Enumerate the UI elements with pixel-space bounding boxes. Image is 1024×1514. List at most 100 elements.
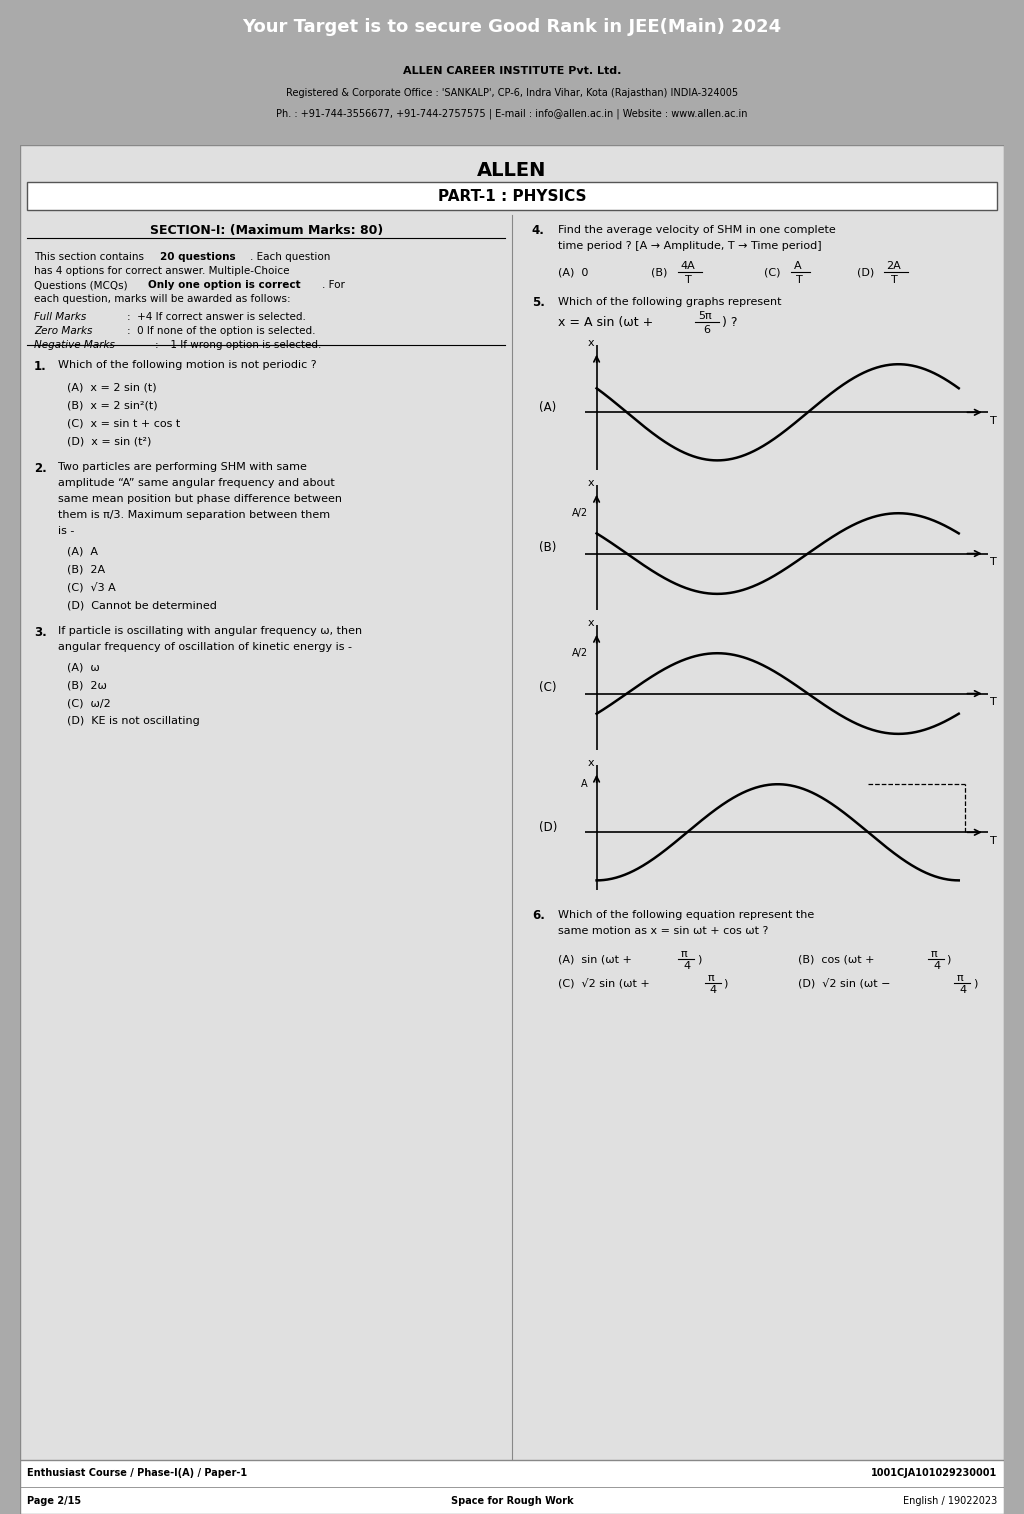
Text: (A): (A) [539, 401, 556, 413]
Text: (C): (C) [764, 266, 781, 277]
Text: (D)  KE is not oscillating: (D) KE is not oscillating [67, 716, 200, 727]
Text: 3.: 3. [34, 625, 46, 639]
Text: T: T [990, 416, 997, 425]
Text: 4: 4 [710, 986, 717, 995]
Text: 5.: 5. [531, 295, 545, 309]
Text: (D)  Cannot be determined: (D) Cannot be determined [67, 600, 217, 610]
Text: :  +4 If correct answer is selected.: : +4 If correct answer is selected. [127, 312, 305, 322]
Text: Ph. : +91-744-3556677, +91-744-2757575 | E-mail : info@allen.ac.in | Website : w: Ph. : +91-744-3556677, +91-744-2757575 |… [276, 107, 748, 118]
Text: (B)  2A: (B) 2A [67, 565, 105, 574]
Text: 5π: 5π [698, 310, 712, 321]
Text: 1001CJA101029230001: 1001CJA101029230001 [870, 1469, 997, 1479]
Text: angular frequency of oscillation of kinetic energy is -: angular frequency of oscillation of kine… [57, 642, 351, 653]
Text: ): ) [696, 954, 701, 964]
Text: T: T [990, 836, 997, 846]
Text: :  –1 If wrong option is selected.: : –1 If wrong option is selected. [155, 341, 322, 350]
Text: Registered & Corporate Office : 'SANKALP', CP-6, Indra Vihar, Kota (Rajasthan) I: Registered & Corporate Office : 'SANKALP… [286, 88, 738, 97]
Text: A: A [582, 780, 588, 789]
Text: π: π [931, 949, 937, 958]
Text: (C)  √3 A: (C) √3 A [67, 581, 116, 592]
Text: is -: is - [57, 525, 74, 536]
Text: same motion as x = sin ωt + cos ωt ?: same motion as x = sin ωt + cos ωt ? [558, 927, 769, 936]
FancyBboxPatch shape [27, 182, 997, 210]
Text: Two particles are performing SHM with same: Two particles are performing SHM with sa… [57, 462, 306, 472]
Text: T: T [797, 276, 803, 285]
Text: Full Marks: Full Marks [34, 312, 86, 322]
Text: 1.: 1. [34, 360, 46, 372]
Text: 4: 4 [933, 961, 940, 970]
Text: Enthusiast Course / Phase-I(A) / Paper-1: Enthusiast Course / Phase-I(A) / Paper-1 [27, 1469, 247, 1479]
Text: Zero Marks: Zero Marks [34, 326, 92, 336]
Text: x = A sin (ωt +: x = A sin (ωt + [558, 315, 653, 329]
Text: ): ) [723, 978, 728, 989]
Text: Which of the following equation represent the: Which of the following equation represen… [558, 910, 815, 921]
Text: (A)  A: (A) A [67, 547, 98, 556]
Text: Negative Marks: Negative Marks [34, 341, 115, 350]
Text: π: π [957, 974, 964, 983]
Text: (D): (D) [857, 266, 874, 277]
Text: same mean position but phase difference between: same mean position but phase difference … [57, 494, 342, 504]
Text: (B): (B) [539, 540, 556, 554]
Text: A/2: A/2 [571, 509, 588, 518]
Text: (A)  sin (ωt +: (A) sin (ωt + [558, 954, 633, 964]
Text: (B)  cos (ωt +: (B) cos (ωt + [798, 954, 874, 964]
Text: 4A: 4A [681, 260, 695, 271]
Text: This section contains: This section contains [34, 251, 147, 262]
Text: ): ) [973, 978, 977, 989]
Text: 6.: 6. [531, 908, 545, 922]
Text: . Each question: . Each question [250, 251, 331, 262]
Text: SECTION-I: (Maximum Marks: 80): SECTION-I: (Maximum Marks: 80) [150, 224, 383, 236]
Text: 4: 4 [683, 961, 690, 970]
Text: has 4 options for correct answer. Multiple-Choice: has 4 options for correct answer. Multip… [34, 266, 289, 276]
Text: ) ?: ) ? [722, 315, 737, 329]
Text: (C)  ω/2: (C) ω/2 [67, 698, 111, 709]
Text: English / 19022023: English / 19022023 [902, 1496, 997, 1505]
Text: (D): (D) [539, 821, 557, 834]
Text: Find the average velocity of SHM in one complete: Find the average velocity of SHM in one … [558, 226, 837, 235]
Text: x: x [588, 759, 594, 769]
Text: (A)  0: (A) 0 [558, 266, 589, 277]
Text: T: T [990, 696, 997, 707]
Text: ): ) [946, 954, 950, 964]
Text: (B)  2ω: (B) 2ω [67, 680, 106, 690]
Text: 2A: 2A [887, 260, 901, 271]
Text: (A)  ω: (A) ω [67, 662, 99, 672]
Text: Page 2/15: Page 2/15 [27, 1496, 81, 1505]
Text: T: T [891, 276, 897, 285]
Text: x: x [588, 618, 594, 628]
Text: π: π [708, 974, 714, 983]
Text: ALLEN: ALLEN [477, 160, 547, 180]
Text: (B)  x = 2 sin²(t): (B) x = 2 sin²(t) [67, 400, 158, 410]
Text: them is π/3. Maximum separation between them: them is π/3. Maximum separation between … [57, 510, 330, 519]
Text: :  0 If none of the option is selected.: : 0 If none of the option is selected. [127, 326, 315, 336]
Text: A: A [794, 260, 801, 271]
Text: (C)  x = sin t + cos t: (C) x = sin t + cos t [67, 418, 180, 428]
Text: (A)  x = 2 sin (t): (A) x = 2 sin (t) [67, 382, 157, 392]
Text: Only one option is correct: Only one option is correct [148, 280, 301, 291]
Text: amplitude “A” same angular frequency and about: amplitude “A” same angular frequency and… [57, 478, 335, 488]
Text: 20 questions: 20 questions [160, 251, 236, 262]
Text: PART-1 : PHYSICS: PART-1 : PHYSICS [437, 189, 587, 203]
Text: (C)  √2 sin (ωt +: (C) √2 sin (ωt + [558, 978, 650, 989]
Text: A/2: A/2 [571, 648, 588, 659]
Text: If particle is oscillating with angular frequency ω, then: If particle is oscillating with angular … [57, 625, 361, 636]
Text: time period ? [A → Amplitude, T → Time period]: time period ? [A → Amplitude, T → Time p… [558, 241, 822, 251]
Text: . For: . For [322, 280, 345, 291]
Text: T: T [685, 276, 691, 285]
Text: (D)  √2 sin (ωt −: (D) √2 sin (ωt − [798, 978, 890, 989]
Text: 4.: 4. [531, 224, 545, 236]
Text: Your Target is to secure Good Rank in JEE(Main) 2024: Your Target is to secure Good Rank in JE… [243, 18, 781, 36]
Text: x: x [588, 478, 594, 489]
Text: each question, marks will be awarded as follows:: each question, marks will be awarded as … [34, 294, 291, 304]
Text: Space for Rough Work: Space for Rough Work [451, 1496, 573, 1505]
Text: (C): (C) [539, 681, 556, 693]
Text: ALLEN CAREER INSTITUTE Pvt. Ltd.: ALLEN CAREER INSTITUTE Pvt. Ltd. [402, 67, 622, 77]
Text: (D)  x = sin (t²): (D) x = sin (t²) [67, 436, 152, 447]
Text: (B): (B) [651, 266, 668, 277]
Text: Which of the following motion is not periodic ?: Which of the following motion is not per… [57, 360, 316, 369]
Text: T: T [990, 557, 997, 568]
Text: 4: 4 [959, 986, 967, 995]
Text: x: x [588, 338, 594, 348]
Text: π: π [681, 949, 687, 958]
Text: Questions (MCQs): Questions (MCQs) [34, 280, 131, 291]
